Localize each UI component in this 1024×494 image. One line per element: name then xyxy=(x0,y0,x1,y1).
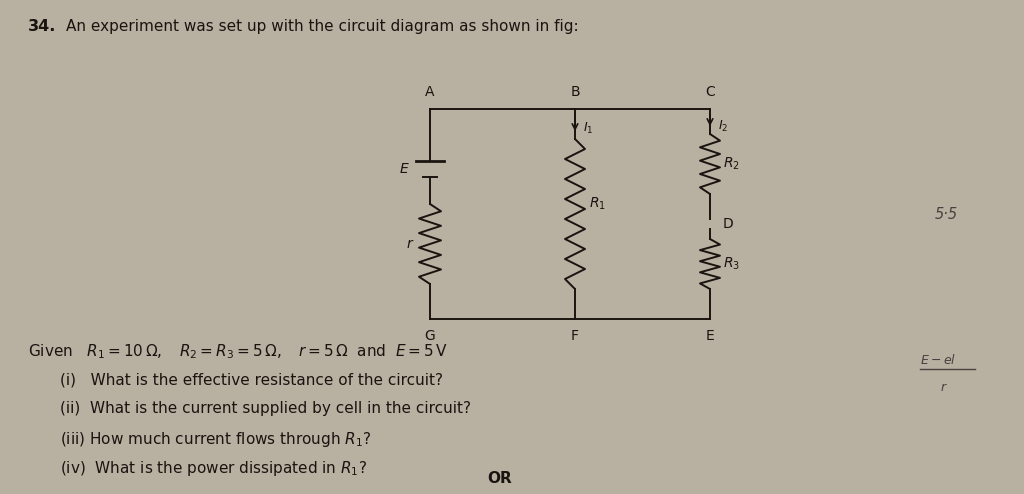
Text: E: E xyxy=(706,329,715,343)
Text: $R_2$: $R_2$ xyxy=(723,156,740,172)
Text: $E-el$: $E-el$ xyxy=(920,353,956,367)
Text: An experiment was set up with the circuit diagram as shown in fig:: An experiment was set up with the circui… xyxy=(66,19,579,34)
Text: r: r xyxy=(407,237,412,251)
Text: F: F xyxy=(571,329,579,343)
Text: $R_3$: $R_3$ xyxy=(723,256,740,272)
Text: C: C xyxy=(706,85,715,99)
Text: 34.: 34. xyxy=(28,19,56,34)
Text: (i)   What is the effective resistance of the circuit?: (i) What is the effective resistance of … xyxy=(60,372,443,387)
Text: D: D xyxy=(723,217,734,231)
Text: E: E xyxy=(399,162,408,176)
Text: 5·5: 5·5 xyxy=(935,206,958,221)
Text: G: G xyxy=(425,329,435,343)
Text: $r$: $r$ xyxy=(940,381,948,394)
Text: OR: OR xyxy=(487,471,512,486)
Text: $R_1$: $R_1$ xyxy=(589,196,606,212)
Text: B: B xyxy=(570,85,580,99)
Text: Given   $R_1 = 10\,\Omega,$   $R_2 = R_3 = 5\,\Omega,$   $r = 5\,\Omega$  and  $: Given $R_1 = 10\,\Omega,$ $R_2 = R_3 = 5… xyxy=(28,342,449,361)
Text: A: A xyxy=(425,85,435,99)
Text: $I_2$: $I_2$ xyxy=(718,119,728,134)
Text: (iv)  What is the power dissipated in $R_1$?: (iv) What is the power dissipated in $R_… xyxy=(60,459,368,478)
Text: $I_1$: $I_1$ xyxy=(583,121,594,136)
Text: (ii)  What is the current supplied by cell in the circuit?: (ii) What is the current supplied by cel… xyxy=(60,401,471,416)
Text: (iii) How much current flows through $R_1$?: (iii) How much current flows through $R_… xyxy=(60,430,372,449)
